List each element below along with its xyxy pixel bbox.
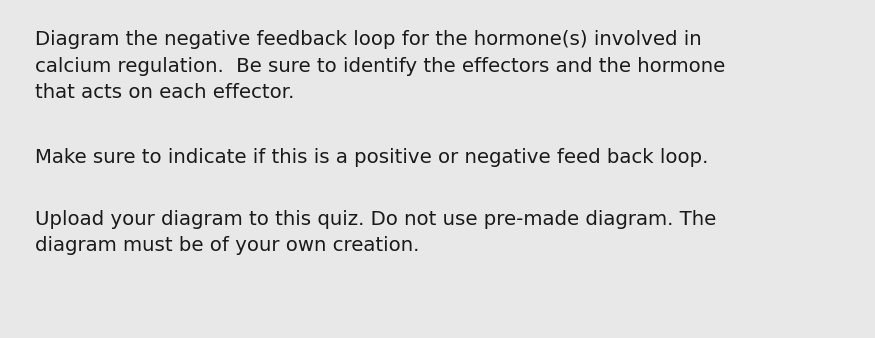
Text: Upload your diagram to this quiz. Do not use pre-made diagram. The
diagram must : Upload your diagram to this quiz. Do not… xyxy=(35,210,717,256)
Text: Make sure to indicate if this is a positive or negative feed back loop.: Make sure to indicate if this is a posit… xyxy=(35,148,709,167)
Text: Diagram the negative feedback loop for the hormone(s) involved in
calcium regula: Diagram the negative feedback loop for t… xyxy=(35,30,725,102)
